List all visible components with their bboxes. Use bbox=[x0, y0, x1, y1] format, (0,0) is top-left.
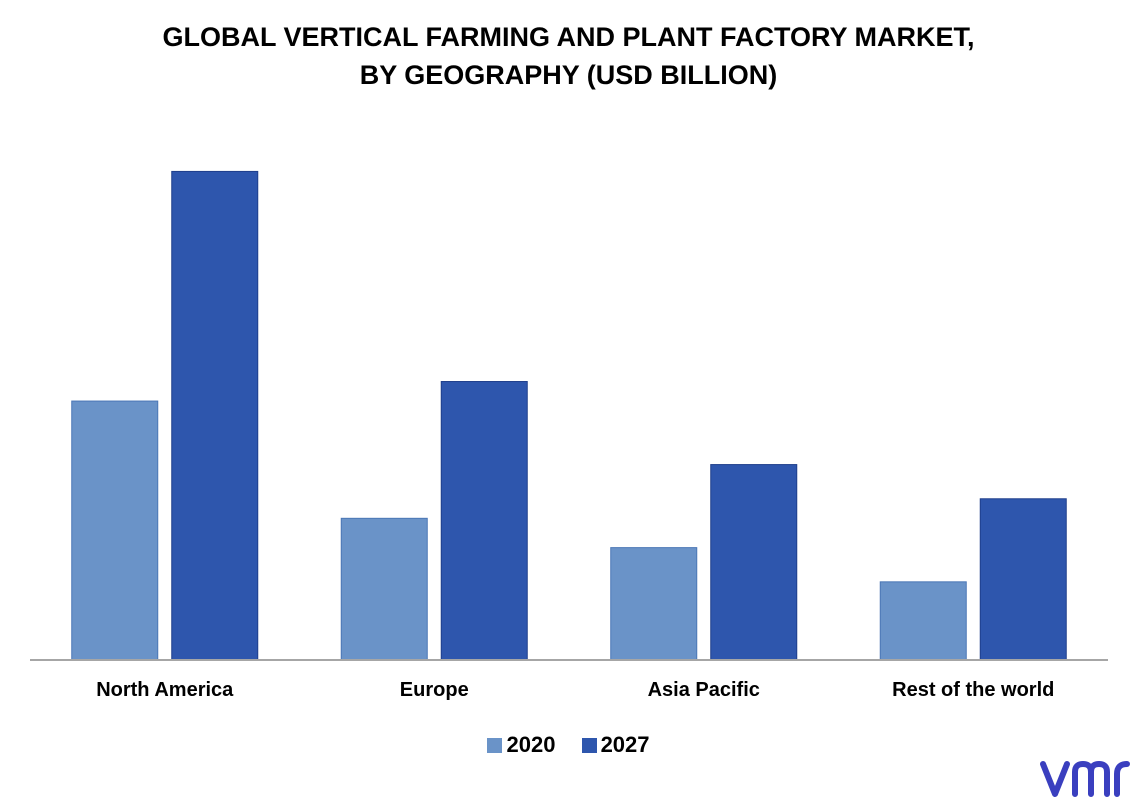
chart-subtitle: BY GEOGRAPHY (USD BILLION) bbox=[359, 60, 778, 90]
legend-item-2027: 2027 bbox=[581, 732, 650, 758]
legend-label-2020: 2020 bbox=[506, 732, 556, 757]
legend-label-2027: 2027 bbox=[600, 732, 650, 757]
bar-2020-asia-pacific bbox=[610, 547, 698, 661]
x-tick-label: North America bbox=[96, 679, 234, 701]
bar-2020-europe bbox=[340, 517, 428, 661]
bar-2027-rest-of-the-world bbox=[979, 498, 1067, 661]
chart-title: GLOBAL VERTICAL FARMING AND PLANT FACTOR… bbox=[0, 18, 1137, 94]
bar-2027-asia-pacific bbox=[710, 464, 798, 661]
legend-swatch-2027 bbox=[581, 738, 597, 753]
bar-chart: North America Europe Asia Pacific Rest of t… bbox=[30, 170, 1108, 701]
x-tick-label: Rest of the world bbox=[892, 679, 1054, 701]
bar-2027-north-america bbox=[171, 170, 259, 661]
bar-2020-north-america bbox=[71, 400, 159, 661]
vmr-logo bbox=[1039, 754, 1131, 807]
legend-item-2020: 2020 bbox=[487, 732, 555, 758]
chart-title-line1: GLOBAL VERTICAL FARMING AND PLANT FACTOR… bbox=[162, 22, 975, 52]
legend: 2020 2027 bbox=[0, 732, 1137, 758]
bar-2027-europe bbox=[440, 381, 528, 661]
legend-swatch-2020 bbox=[487, 738, 503, 753]
x-tick-label: Asia Pacific bbox=[648, 679, 760, 701]
bar-2020-rest-of-the-world bbox=[879, 581, 967, 661]
x-tick-label: Europe bbox=[400, 679, 469, 701]
